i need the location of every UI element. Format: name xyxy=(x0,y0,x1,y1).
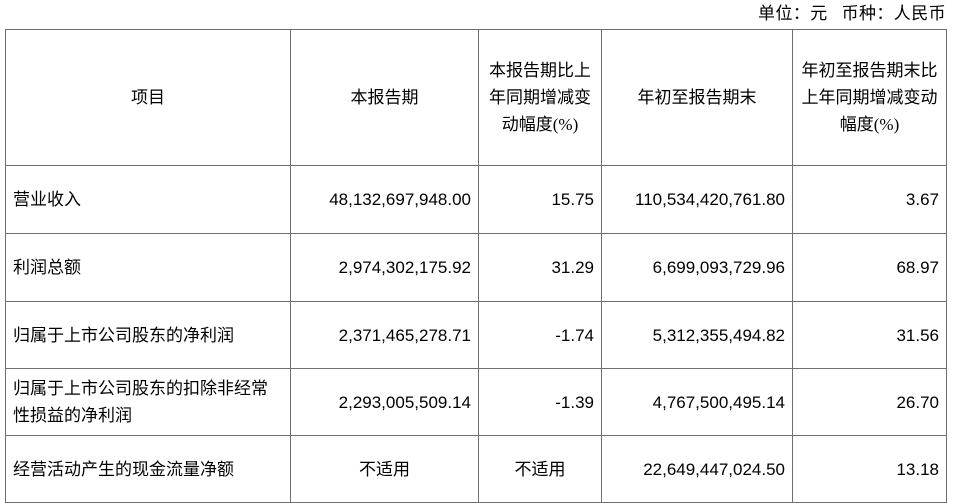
column-header-current-period-label: 本报告期 xyxy=(350,88,419,107)
table-row: 归属于上市公司股东的扣除非经常性损益的净利润 2,293,005,509.14 … xyxy=(5,368,947,436)
cell-ytd-yoy: 3.67 xyxy=(792,165,947,234)
cell-current-period: 不适用 xyxy=(290,435,479,503)
cell-current-period-yoy: -1.39 xyxy=(478,368,602,436)
table-header: 项目 本报告期 本报告期比上年同期增减变动幅度(%) 年初至报告期末 年初至报告… xyxy=(5,29,947,166)
table-row: 归属于上市公司股东的净利润 2,371,465,278.71 -1.74 5,3… xyxy=(5,301,947,369)
column-header-item-label: 项目 xyxy=(131,88,165,107)
table-header-row: 项目 本报告期 本报告期比上年同期增减变动幅度(%) 年初至报告期末 年初至报告… xyxy=(5,29,947,166)
cell-current-period-yoy: 31.29 xyxy=(478,233,602,302)
cell-current-period: 48,132,697,948.00 xyxy=(290,165,479,234)
column-header-current-period: 本报告期 xyxy=(290,29,479,166)
cell-current-period: 2,371,465,278.71 xyxy=(290,301,479,369)
column-header-ytd-yoy: 年初至报告期末比上年同期增减变动幅度(%) xyxy=(792,29,947,166)
cell-current-period-yoy: 15.75 xyxy=(478,165,602,234)
cell-current-period: 2,293,005,509.14 xyxy=(290,368,479,436)
cell-current-period-yoy: 不适用 xyxy=(478,435,602,503)
column-header-ytd: 年初至报告期末 xyxy=(601,29,793,166)
quarterly-financial-table: 项目 本报告期 本报告期比上年同期增减变动幅度(%) 年初至报告期末 年初至报告… xyxy=(5,29,947,503)
row-label: 经营活动产生的现金流量净额 xyxy=(5,435,291,503)
column-header-item: 项目 xyxy=(5,29,291,166)
cell-ytd: 5,312,355,494.82 xyxy=(601,301,793,369)
cell-ytd-yoy: 31.56 xyxy=(792,301,947,369)
table-row: 营业收入 48,132,697,948.00 15.75 110,534,420… xyxy=(5,165,947,234)
column-header-ytd-label: 年初至报告期末 xyxy=(637,88,757,107)
cell-ytd: 4,767,500,495.14 xyxy=(601,368,793,436)
cell-ytd: 110,534,420,761.80 xyxy=(601,165,793,234)
table-row: 利润总额 2,974,302,175.92 31.29 6,699,093,72… xyxy=(5,233,947,302)
cell-ytd-yoy: 68.97 xyxy=(792,233,947,302)
cell-ytd-yoy: 13.18 xyxy=(792,435,947,503)
row-label: 利润总额 xyxy=(5,233,291,302)
column-header-current-period-yoy: 本报告期比上年同期增减变动幅度(%) xyxy=(478,29,602,166)
column-header-ytd-yoy-label: 年初至报告期末比上年同期增减变动幅度(%) xyxy=(801,61,938,134)
column-header-current-period-yoy-label: 本报告期比上年同期增减变动幅度(%) xyxy=(489,61,591,134)
table-row: 经营活动产生的现金流量净额 不适用 不适用 22,649,447,024.50 … xyxy=(5,435,947,503)
cell-current-period: 2,974,302,175.92 xyxy=(290,233,479,302)
row-label: 归属于上市公司股东的扣除非经常性损益的净利润 xyxy=(5,368,291,436)
row-label: 营业收入 xyxy=(5,165,291,234)
cell-ytd: 22,649,447,024.50 xyxy=(601,435,793,503)
table-body: 营业收入 48,132,697,948.00 15.75 110,534,420… xyxy=(5,165,947,503)
cell-ytd-yoy: 26.70 xyxy=(792,368,947,436)
cell-current-period-yoy: -1.74 xyxy=(478,301,602,369)
unit-currency-note: 单位：元 币种：人民币 xyxy=(758,4,946,23)
row-label: 归属于上市公司股东的净利润 xyxy=(5,301,291,369)
cell-ytd: 6,699,093,729.96 xyxy=(601,233,793,302)
